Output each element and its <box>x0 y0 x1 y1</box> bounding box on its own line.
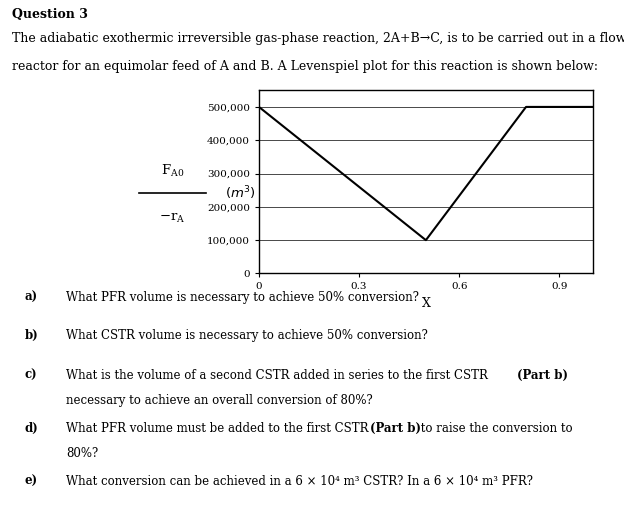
Text: The adiabatic exothermic irreversible gas-phase reaction, 2A+B→C, is to be carri: The adiabatic exothermic irreversible ga… <box>12 32 624 45</box>
Text: d): d) <box>24 422 38 435</box>
Text: 80%?: 80%? <box>66 447 99 460</box>
Text: to raise the conversion to: to raise the conversion to <box>417 422 573 435</box>
Text: necessary to achieve an overall conversion of 80%?: necessary to achieve an overall conversi… <box>66 394 373 407</box>
Text: What PFR volume is necessary to achieve 50% conversion?: What PFR volume is necessary to achieve … <box>66 292 419 304</box>
Text: b): b) <box>24 329 38 342</box>
Text: $\mathdefault{F_{A0}}$: $\mathdefault{F_{A0}}$ <box>160 163 184 179</box>
Text: What PFR volume must be added to the first CSTR: What PFR volume must be added to the fir… <box>66 422 373 435</box>
Text: What CSTR volume is necessary to achieve 50% conversion?: What CSTR volume is necessary to achieve… <box>66 329 428 342</box>
Text: What conversion can be achieved in a 6 × 10⁴ m³ CSTR? In a 6 × 10⁴ m³ PFR?: What conversion can be achieved in a 6 ×… <box>66 475 534 488</box>
Text: $\mathdefault{-r_A}$: $\mathdefault{-r_A}$ <box>159 212 185 225</box>
Text: (Part b): (Part b) <box>370 422 421 435</box>
Text: (Part b): (Part b) <box>517 369 568 382</box>
Text: e): e) <box>24 475 37 488</box>
Text: a): a) <box>24 292 37 304</box>
X-axis label: X: X <box>421 297 431 310</box>
Text: c): c) <box>24 369 37 382</box>
Text: What is the volume of a second CSTR added in series to the first CSTR: What is the volume of a second CSTR adde… <box>66 369 492 382</box>
Text: $(m^3)$: $(m^3)$ <box>225 184 256 202</box>
Text: Question 3: Question 3 <box>12 8 89 21</box>
Text: reactor for an equimolar feed of A and B. A Levenspiel plot for this reaction is: reactor for an equimolar feed of A and B… <box>12 60 598 73</box>
